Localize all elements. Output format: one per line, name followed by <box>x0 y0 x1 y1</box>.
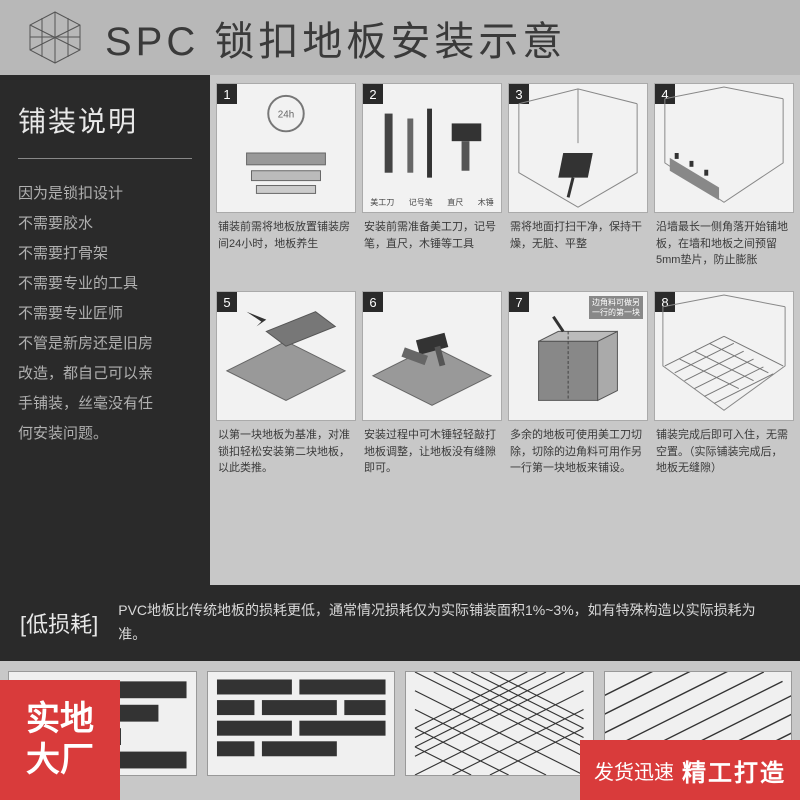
divider <box>18 158 192 159</box>
step-caption: 安装前需准备美工刀，记号笔，直尺，木锤等工具 <box>362 213 502 285</box>
step-3: 3 需将地面打扫干净，保持干燥，无脏、平整 <box>508 83 648 285</box>
step-1: 1 24h 铺装前需将地板放置铺装房间24小时，地板养生 <box>216 83 356 285</box>
main: 铺装说明 因为是锁扣设计 不需要胶水 不需要打骨架 不需要专业的工具 不需要专业… <box>0 75 800 585</box>
lowloss-text: PVC地板比传统地板的损耗更低，通常情况损耗仅为实际铺装面积1%~3%，如有特殊… <box>118 599 780 647</box>
lowloss-panel: [低损耗] PVC地板比传统地板的损耗更低，通常情况损耗仅为实际铺装面积1%~3… <box>0 585 800 661</box>
step-8: 8 <box>654 291 794 493</box>
pattern-2 <box>207 671 396 776</box>
overlay-badge-left: 实地 大厂 <box>0 680 120 800</box>
step-caption: 需将地面打扫干净，保持干燥，无脏、平整 <box>508 213 648 285</box>
step-caption: 多余的地板可使用美工刀切除，切除的边角料可用作另一行第一块地板来铺设。 <box>508 421 648 493</box>
overlay-badge-right: 发货迅速 精工打造 <box>580 740 800 800</box>
overlay-right-big: 精工打造 <box>682 753 786 788</box>
overlay-line1: 实地 <box>26 699 94 740</box>
step-caption: 安装过程中可木锤轻轻敲打地板调整，让地板没有缝隙即可。 <box>362 421 502 493</box>
label: 记号笔 <box>409 197 433 208</box>
lowloss-label: [低损耗] <box>20 607 98 639</box>
step-caption: 以第一块地板为基准，对准锁扣轻松安装第二块地板，以此类推。 <box>216 421 356 493</box>
label: 木锤 <box>478 197 494 208</box>
header: SPC 锁扣地板安装示意 <box>0 0 800 75</box>
overlay-line2: 大厂 <box>26 740 94 781</box>
overlay-right-small: 发货迅速 <box>594 756 674 785</box>
tool-labels: 美工刀 记号笔 直尺 木锤 <box>363 197 501 208</box>
steps-grid: 1 24h 铺装前需将地板放置铺装房间24小时，地板养生 2 <box>210 75 800 585</box>
step-4: 4 沿墙最长一侧角落开始铺地板，在墙和地板之间预留5mm垫片，防止膨胀 <box>654 83 794 285</box>
step-5: 5 以第一块地板为基准，对准锁扣轻松安装第二块地板，以此类推。 <box>216 291 356 493</box>
step-6: 6 安装过程中可木锤轻轻敲打地板调整，让地板没有缝隙即可。 <box>362 291 502 493</box>
sidebar-title: 铺装说明 <box>18 100 192 140</box>
step-7: 7 边角料可做另 一行的第一块 多余的地板可使用美工刀切除，切除的边角料可用作另… <box>508 291 648 493</box>
label: 直尺 <box>447 197 463 208</box>
sidebar-text: 因为是锁扣设计 不需要胶水 不需要打骨架 不需要专业的工具 不需要专业匠师 不管… <box>18 179 192 449</box>
sidebar: 铺装说明 因为是锁扣设计 不需要胶水 不需要打骨架 不需要专业的工具 不需要专业… <box>0 75 210 585</box>
step-caption: 铺装前需将地板放置铺装房间24小时，地板养生 <box>216 213 356 285</box>
logo-icon <box>25 10 85 65</box>
step-caption: 铺装完成后即可入住，无需空置。（实际铺装完成后，地板无缝隙） <box>654 421 794 493</box>
pattern-3 <box>405 671 594 776</box>
step-caption: 沿墙最长一侧角落开始铺地板，在墙和地板之间预留5mm垫片，防止膨胀 <box>654 213 794 285</box>
label: 美工刀 <box>370 197 394 208</box>
svg-text:24h: 24h <box>278 110 294 121</box>
page-title: SPC 锁扣地板安装示意 <box>105 9 566 67</box>
step-2: 2 美工刀 记号笔 直尺 木锤 安装前需准备美工刀， <box>362 83 502 285</box>
